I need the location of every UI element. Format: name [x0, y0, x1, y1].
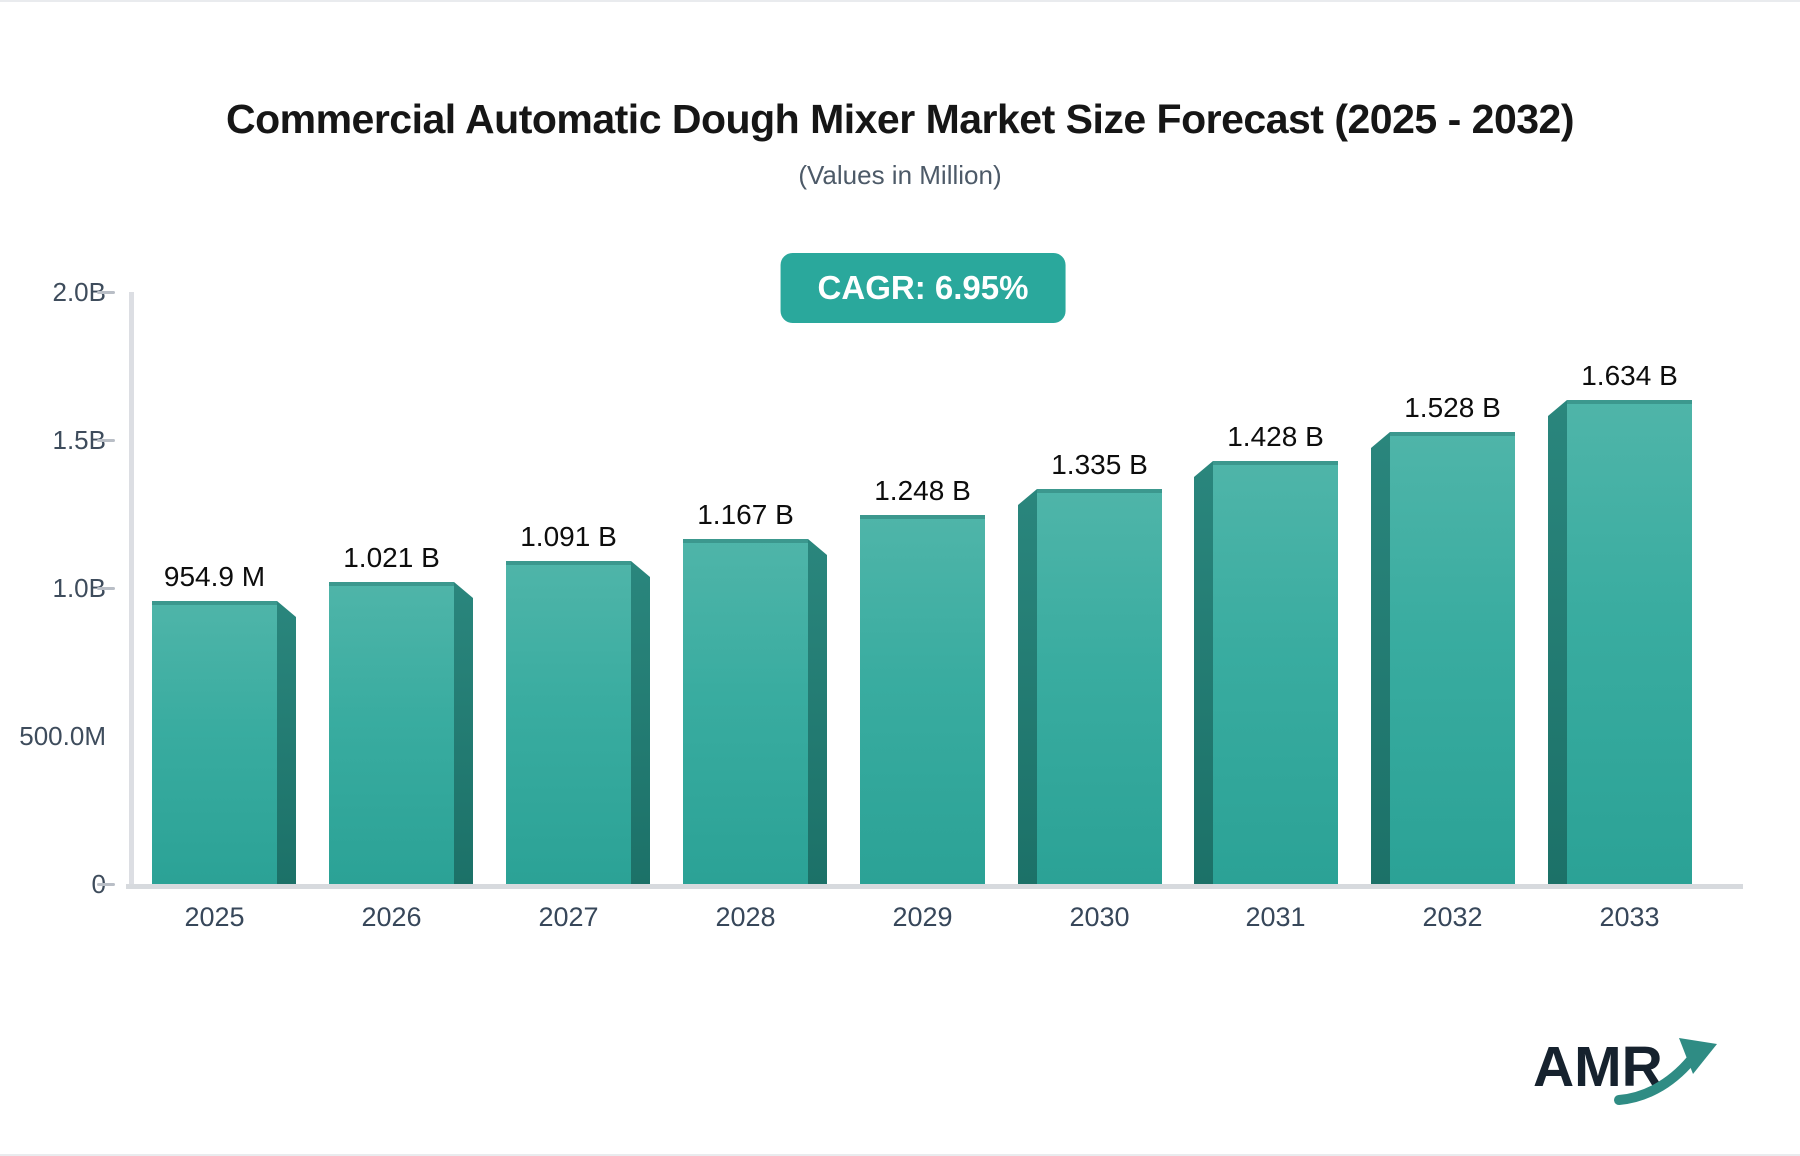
- bar-value-label: 1.335 B: [1051, 449, 1148, 480]
- bar-2027: [506, 561, 631, 884]
- bar-side-face: [277, 601, 296, 884]
- y-tick-label: 0: [4, 867, 106, 901]
- y-axis-line: [129, 292, 134, 886]
- bar-side-face: [1371, 432, 1390, 884]
- bar-2032: [1390, 432, 1515, 884]
- cagr-badge: CAGR: 6.95%: [780, 253, 1066, 323]
- x-tick-label: 2032: [1422, 902, 1483, 932]
- bar-2031: [1213, 461, 1338, 884]
- chart-subtitle: (Values in Million): [798, 160, 1002, 190]
- y-tick-dash: [97, 439, 115, 442]
- bar-value-label: 1.428 B: [1227, 421, 1324, 452]
- bar-side-face: [1018, 489, 1037, 884]
- x-axis-line: [126, 884, 1743, 889]
- y-tick-label: 500.0M: [19, 721, 106, 751]
- x-tick-label: 2030: [1069, 902, 1130, 932]
- x-tick-label: 2027: [538, 902, 599, 932]
- bar-2025: [152, 601, 277, 884]
- brand-name: AMR: [1533, 1035, 1663, 1099]
- x-tick-label: 2029: [892, 902, 953, 932]
- bar-2029: [860, 515, 985, 884]
- bar-value-label: 1.167 B: [697, 499, 794, 530]
- bar-2028: [683, 539, 808, 884]
- bar-side-face: [808, 539, 827, 884]
- bar-value-label: 1.528 B: [1404, 392, 1501, 423]
- bar-side-face: [1548, 400, 1567, 884]
- bar-side-face: [631, 561, 650, 884]
- y-tick-label: 1.0B: [52, 573, 107, 603]
- x-tick-label: 2033: [1599, 902, 1660, 932]
- y-tick-dash: [97, 291, 115, 294]
- x-tick-label: 2025: [184, 902, 245, 932]
- bar-value-label: 1.091 B: [520, 521, 617, 552]
- y-tick-dash: [97, 587, 115, 590]
- x-tick-label: 2028: [715, 902, 776, 932]
- chart-title: Commercial Automatic Dough Mixer Market …: [225, 96, 1575, 142]
- x-tick-label: 2026: [361, 902, 422, 932]
- y-tick-dash: [97, 883, 115, 886]
- x-tick-label: 2031: [1245, 902, 1306, 932]
- bar-2030: [1037, 489, 1162, 884]
- bar-value-label: 954.9 M: [163, 561, 266, 592]
- bar-side-face: [1194, 461, 1213, 884]
- brand-logo: AMR: [1533, 1034, 1723, 1114]
- bar-value-label: 1.021 B: [343, 542, 440, 573]
- bar-side-face: [454, 582, 473, 884]
- bar-2026: [329, 582, 454, 884]
- bar-value-label: 1.634 B: [1581, 360, 1678, 391]
- y-tick-label: 1.5B: [52, 425, 107, 455]
- bar-2033: [1567, 400, 1692, 884]
- bar-value-label: 1.248 B: [874, 475, 971, 506]
- y-tick-label: 2.0B: [52, 277, 107, 307]
- trend-up-arrow-icon: [1605, 1034, 1723, 1113]
